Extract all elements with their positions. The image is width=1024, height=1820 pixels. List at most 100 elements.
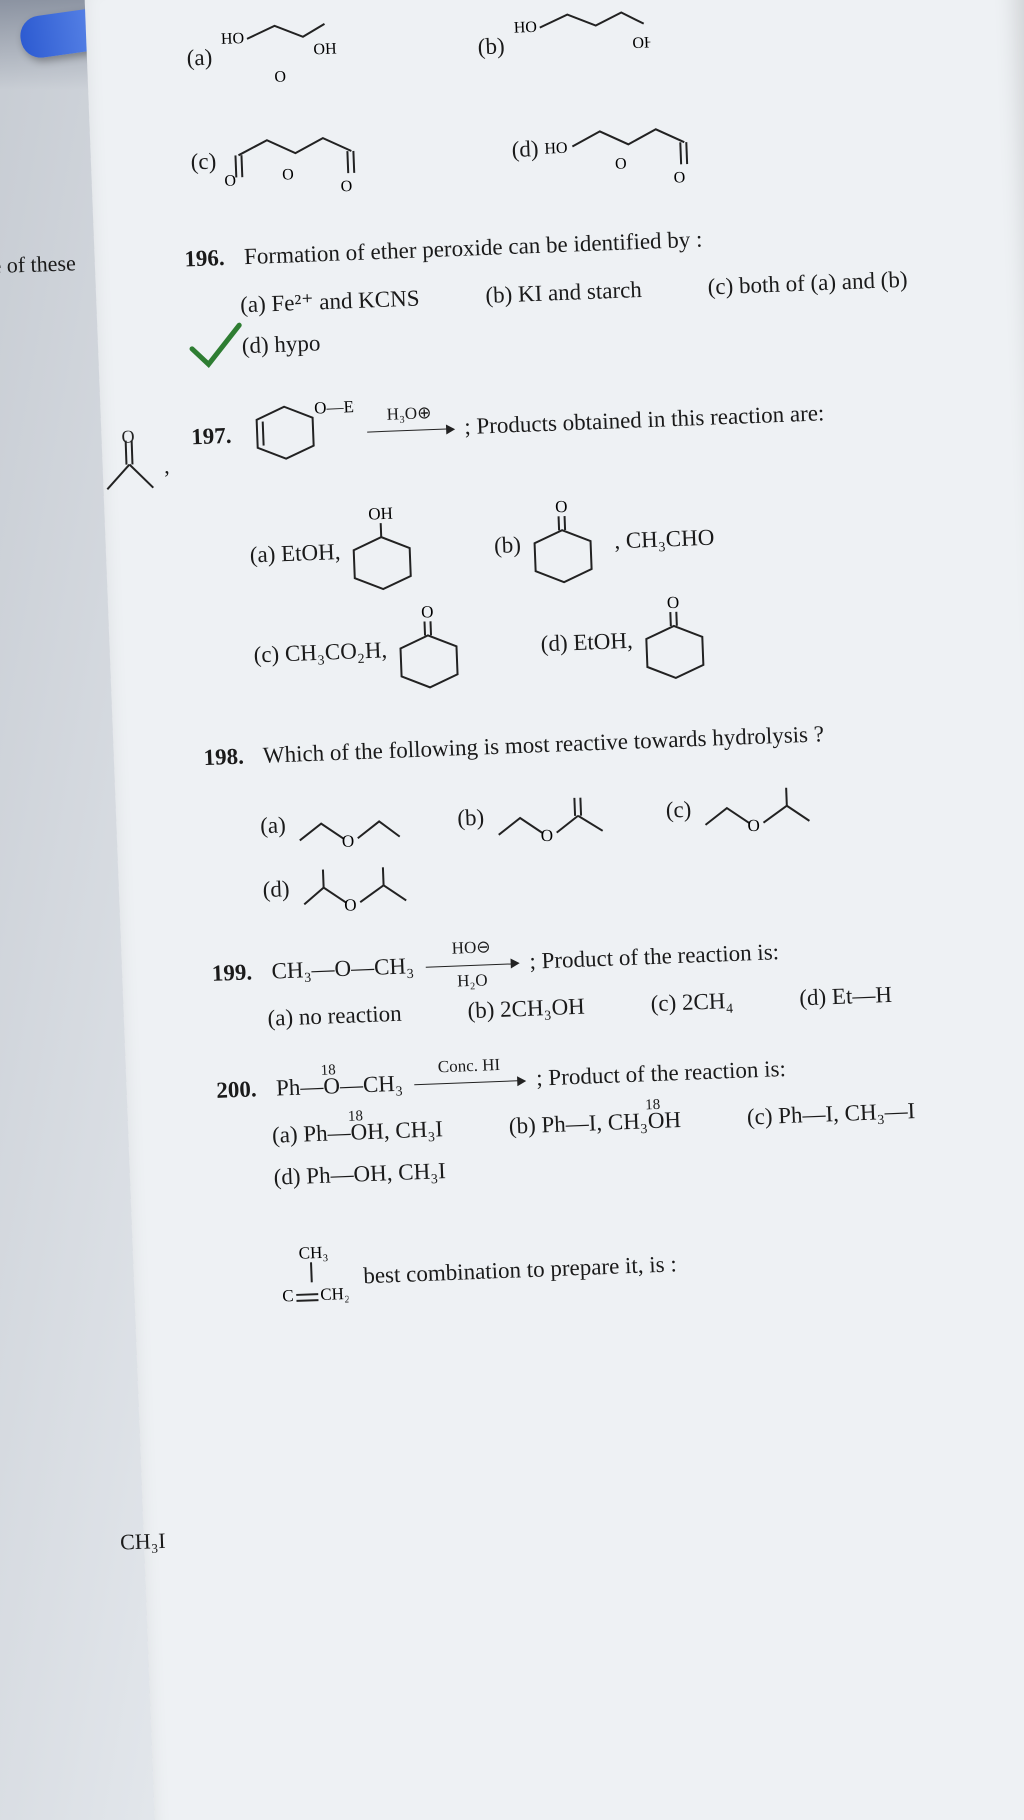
label-b: (b)	[477, 33, 505, 59]
svg-text:O: O	[555, 497, 568, 516]
q197-arrow: H₃O⊕	[367, 429, 453, 433]
q197-b-pre: (b)	[494, 532, 522, 558]
qnum-199: 199.	[211, 953, 266, 991]
svg-text:O: O	[341, 178, 353, 195]
q197-b: (b) O , CH₃CHO	[492, 492, 716, 594]
svg-text:CH₂: CH₂	[320, 1284, 349, 1304]
q200-c: (c) Ph—I, CH₃—I	[746, 1094, 916, 1136]
qnum-200: 200.	[216, 1071, 271, 1109]
struct-c: O O O	[220, 114, 373, 206]
struct-d: HO O O	[543, 101, 716, 193]
q197-d: (d) EtOH, O	[539, 592, 722, 693]
acetone-structure: O	[93, 430, 160, 510]
svg-text:HO: HO	[221, 30, 245, 48]
svg-text:O—Et: O—Et	[314, 397, 357, 418]
q198-d-label: (d)	[262, 876, 290, 902]
svg-text:OH: OH	[313, 40, 337, 58]
q200-lhs: Ph—18O—CH₃	[276, 1070, 410, 1100]
q197-b-struct: O	[525, 496, 611, 593]
q199-arrow: HO⊖ H₂O	[426, 963, 518, 968]
question-197: 197. O—Et H₃O⊕ ; Products obtained in th…	[190, 370, 991, 706]
question-199: 199. CH₃—O—CH₃ HO⊖ H₂O ; Product of the …	[211, 925, 1004, 1039]
svg-text:O: O	[615, 155, 627, 172]
q197-c-struct: O	[391, 602, 477, 699]
label-d: (d)	[511, 136, 539, 162]
q197-a-struct: OH	[344, 503, 430, 600]
svg-text:O: O	[667, 593, 680, 612]
q199-above: HO⊖	[451, 935, 491, 963]
q198-a-struct: O	[291, 796, 403, 852]
top-opt-c: (c) O O O	[189, 114, 373, 207]
svg-text:OH: OH	[368, 504, 393, 524]
q199-lhs: CH₃—O—CH₃	[271, 953, 414, 983]
question-196: 196. Formation of ether peroxide can be …	[184, 211, 978, 366]
struct-a: HO OH O	[217, 19, 340, 94]
margin-text-ofthese: e of these	[0, 250, 76, 279]
q200-a-pre: (a) Ph—	[272, 1120, 351, 1148]
svg-text:HO: HO	[513, 19, 537, 37]
q197-tail: ; Products obtained in this reaction are…	[464, 400, 825, 439]
q198-b-label: (b)	[457, 804, 485, 830]
acetone-comma: ,	[164, 453, 170, 478]
q197-a-text: (a) EtOH,	[249, 539, 341, 567]
q198-c: (c) O	[665, 778, 818, 840]
q198-a: (a) O	[259, 796, 402, 853]
question-198: 198. Which of the following is most reac…	[203, 710, 999, 922]
margin-ch3i: CH₃I	[120, 1528, 166, 1556]
top-options-row: (a) HO OH O (b) HO OH	[175, 0, 971, 208]
q200-lhs-pre: Ph—	[276, 1074, 324, 1101]
q199-c: (c) 2CH₄	[650, 983, 734, 1022]
svg-text:O: O	[224, 172, 236, 189]
q201-struct: CH₃ C CH₂	[277, 1264, 354, 1292]
q197-d-pre: (d) EtOH,	[540, 628, 633, 657]
q196-c: (c) both of (a) and (b)	[707, 261, 908, 304]
q198-a-label: (a)	[260, 812, 286, 838]
q196-b: (b) KI and starch	[485, 272, 643, 314]
qnum-197: 197.	[191, 417, 246, 455]
q200-lhs-post: —CH₃	[339, 1071, 403, 1098]
q200-arrow: Conc. HI	[415, 1080, 525, 1085]
q199-tail: ; Product of the reaction is:	[529, 939, 780, 974]
top-opt-d: (d) HO O O	[510, 101, 716, 195]
q197-a: (a) EtOH, OH	[248, 503, 430, 604]
q201-svg: CH₃ C CH₂	[276, 1243, 349, 1318]
q196-a: (a) Fe²⁺ and KCNS	[240, 280, 421, 323]
q197-c: (c) CH₃CO₂H, O	[252, 602, 477, 704]
page-content: (a) HO OH O (b) HO OH	[175, 0, 1014, 1319]
q200-a: (a) Ph—18OH, CH₃I	[271, 1112, 443, 1154]
q200-d: (d) Ph—OH, CH₃I	[273, 1153, 446, 1195]
q197-reagent: H₃O⊕	[386, 400, 432, 428]
q198-d: (d) O	[262, 858, 417, 920]
q196-d: (d) hypo	[241, 326, 321, 365]
q199-b: (b) 2CH₃OH	[467, 989, 586, 1029]
q197-d-struct: O	[637, 592, 723, 689]
qtext-198: Which of the following is most reactive …	[262, 721, 824, 768]
q198-c-label: (c)	[665, 796, 691, 822]
q197-c-pre: (c) CH₃CO₂H,	[253, 637, 387, 667]
svg-text:O: O	[121, 430, 135, 447]
question-200: 200. Ph—18O—CH₃ Conc. HI ; Product of th…	[216, 1042, 1010, 1197]
svg-text:O: O	[540, 825, 553, 844]
q199-a: (a) no reaction	[267, 996, 402, 1037]
qtext-196: Formation of ether peroxide can be ident…	[244, 227, 703, 270]
svg-text:O: O	[342, 831, 355, 850]
q200-above: Conc. HI	[437, 1052, 500, 1081]
qnum-198: 198.	[203, 738, 258, 776]
q200-b-pre: (b) Ph—I, CH₃	[508, 1109, 648, 1139]
screenshot-root: e of these O , CH₃I (a) HO	[0, 0, 1024, 1820]
q197-b-post: , CH₃CHO	[614, 525, 715, 554]
q200-a-post: , CH₃I	[383, 1117, 443, 1144]
qnum-196: 196.	[184, 239, 239, 277]
top-opt-b: (b) HO OH	[476, 7, 651, 84]
svg-text:O: O	[747, 815, 760, 834]
label-a: (a)	[186, 45, 212, 71]
q199-d: (d) Et—H	[799, 977, 893, 1016]
svg-text:O: O	[673, 169, 685, 186]
top-opt-a: (a) HO OH O	[185, 19, 339, 95]
q200-b: (b) Ph—I, CH₃18OH	[508, 1103, 681, 1145]
q198-b: (b) O	[456, 784, 611, 850]
svg-text:OH: OH	[632, 34, 652, 52]
q201-tail: best combination to prepare it, is :	[363, 1251, 677, 1288]
svg-text:O: O	[282, 166, 294, 183]
label-c: (c)	[190, 148, 216, 174]
